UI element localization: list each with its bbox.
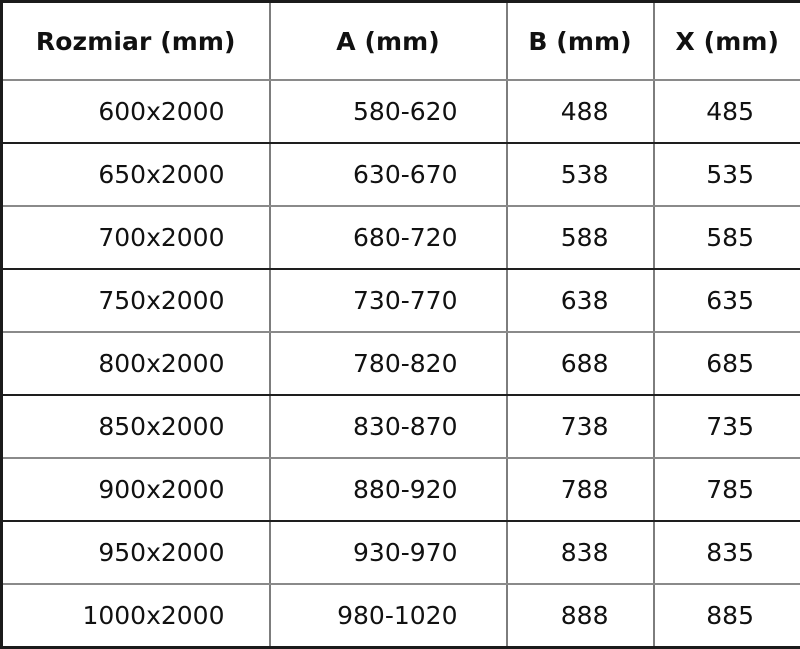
cell-x: 885 xyxy=(654,584,800,648)
cell-x: 635 xyxy=(654,269,800,332)
cell-a: 780-820 xyxy=(270,332,507,395)
cell-b: 688 xyxy=(507,332,654,395)
cell-size: 750x2000 xyxy=(2,269,270,332)
table-row: 650x2000 630-670 538 535 xyxy=(2,143,800,206)
table-row: 600x2000 580-620 488 485 xyxy=(2,80,800,143)
cell-size: 850x2000 xyxy=(2,395,270,458)
cell-size: 700x2000 xyxy=(2,206,270,269)
table-body: 600x2000 580-620 488 485 650x2000 630-67… xyxy=(2,80,800,648)
cell-a: 930-970 xyxy=(270,521,507,584)
column-header-a: A (mm) xyxy=(270,2,507,81)
cell-x: 485 xyxy=(654,80,800,143)
cell-b: 638 xyxy=(507,269,654,332)
cell-a: 730-770 xyxy=(270,269,507,332)
column-header-b: B (mm) xyxy=(507,2,654,81)
cell-size: 950x2000 xyxy=(2,521,270,584)
cell-x: 735 xyxy=(654,395,800,458)
table-row: 850x2000 830-870 738 735 xyxy=(2,395,800,458)
cell-size: 650x2000 xyxy=(2,143,270,206)
cell-x: 585 xyxy=(654,206,800,269)
table-row: 900x2000 880-920 788 785 xyxy=(2,458,800,521)
cell-b: 788 xyxy=(507,458,654,521)
cell-size: 1000x2000 xyxy=(2,584,270,648)
cell-b: 738 xyxy=(507,395,654,458)
cell-x: 685 xyxy=(654,332,800,395)
cell-x: 535 xyxy=(654,143,800,206)
cell-b: 588 xyxy=(507,206,654,269)
cell-a: 980-1020 xyxy=(270,584,507,648)
column-header-size: Rozmiar (mm) xyxy=(2,2,270,81)
table-row: 950x2000 930-970 838 835 xyxy=(2,521,800,584)
cell-a: 680-720 xyxy=(270,206,507,269)
cell-a: 880-920 xyxy=(270,458,507,521)
cell-b: 888 xyxy=(507,584,654,648)
cell-size: 600x2000 xyxy=(2,80,270,143)
cell-x: 785 xyxy=(654,458,800,521)
cell-x: 835 xyxy=(654,521,800,584)
table-header: Rozmiar (mm) A (mm) B (mm) X (mm) xyxy=(2,2,800,81)
cell-size: 800x2000 xyxy=(2,332,270,395)
table-row: 1000x2000 980-1020 888 885 xyxy=(2,584,800,648)
table-row: 800x2000 780-820 688 685 xyxy=(2,332,800,395)
cell-b: 488 xyxy=(507,80,654,143)
cell-size: 900x2000 xyxy=(2,458,270,521)
cell-b: 838 xyxy=(507,521,654,584)
table-row: 700x2000 680-720 588 585 xyxy=(2,206,800,269)
cell-a: 580-620 xyxy=(270,80,507,143)
cell-a: 830-870 xyxy=(270,395,507,458)
column-header-x: X (mm) xyxy=(654,2,800,81)
cell-a: 630-670 xyxy=(270,143,507,206)
table-header-row: Rozmiar (mm) A (mm) B (mm) X (mm) xyxy=(2,2,800,81)
table-row: 750x2000 730-770 638 635 xyxy=(2,269,800,332)
cell-b: 538 xyxy=(507,143,654,206)
